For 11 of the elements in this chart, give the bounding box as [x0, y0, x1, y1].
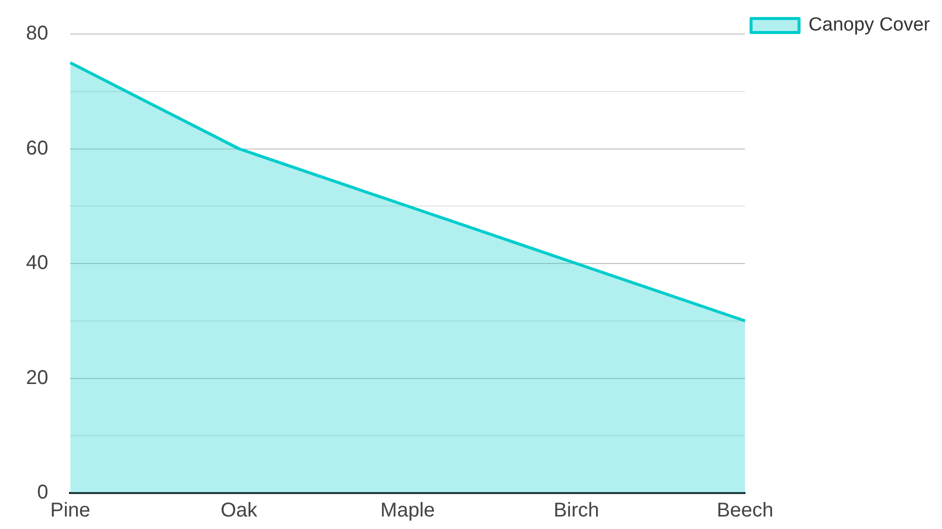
- x-tick-label: Beech: [716, 500, 774, 522]
- y-tick-label: 0: [37, 482, 48, 504]
- legend-label: Canopy Cover: [808, 14, 931, 36]
- y-tick-label: 80: [26, 22, 48, 45]
- x-tick-label: Pine: [50, 500, 90, 522]
- x-tick-label: Maple: [380, 500, 435, 522]
- x-tick-label: Oak: [220, 500, 258, 522]
- x-tick-label: Birch: [554, 500, 600, 522]
- y-tick-label: 60: [26, 137, 48, 160]
- y-tick-label: 40: [26, 252, 48, 274]
- y-tick-label: 20: [26, 366, 48, 389]
